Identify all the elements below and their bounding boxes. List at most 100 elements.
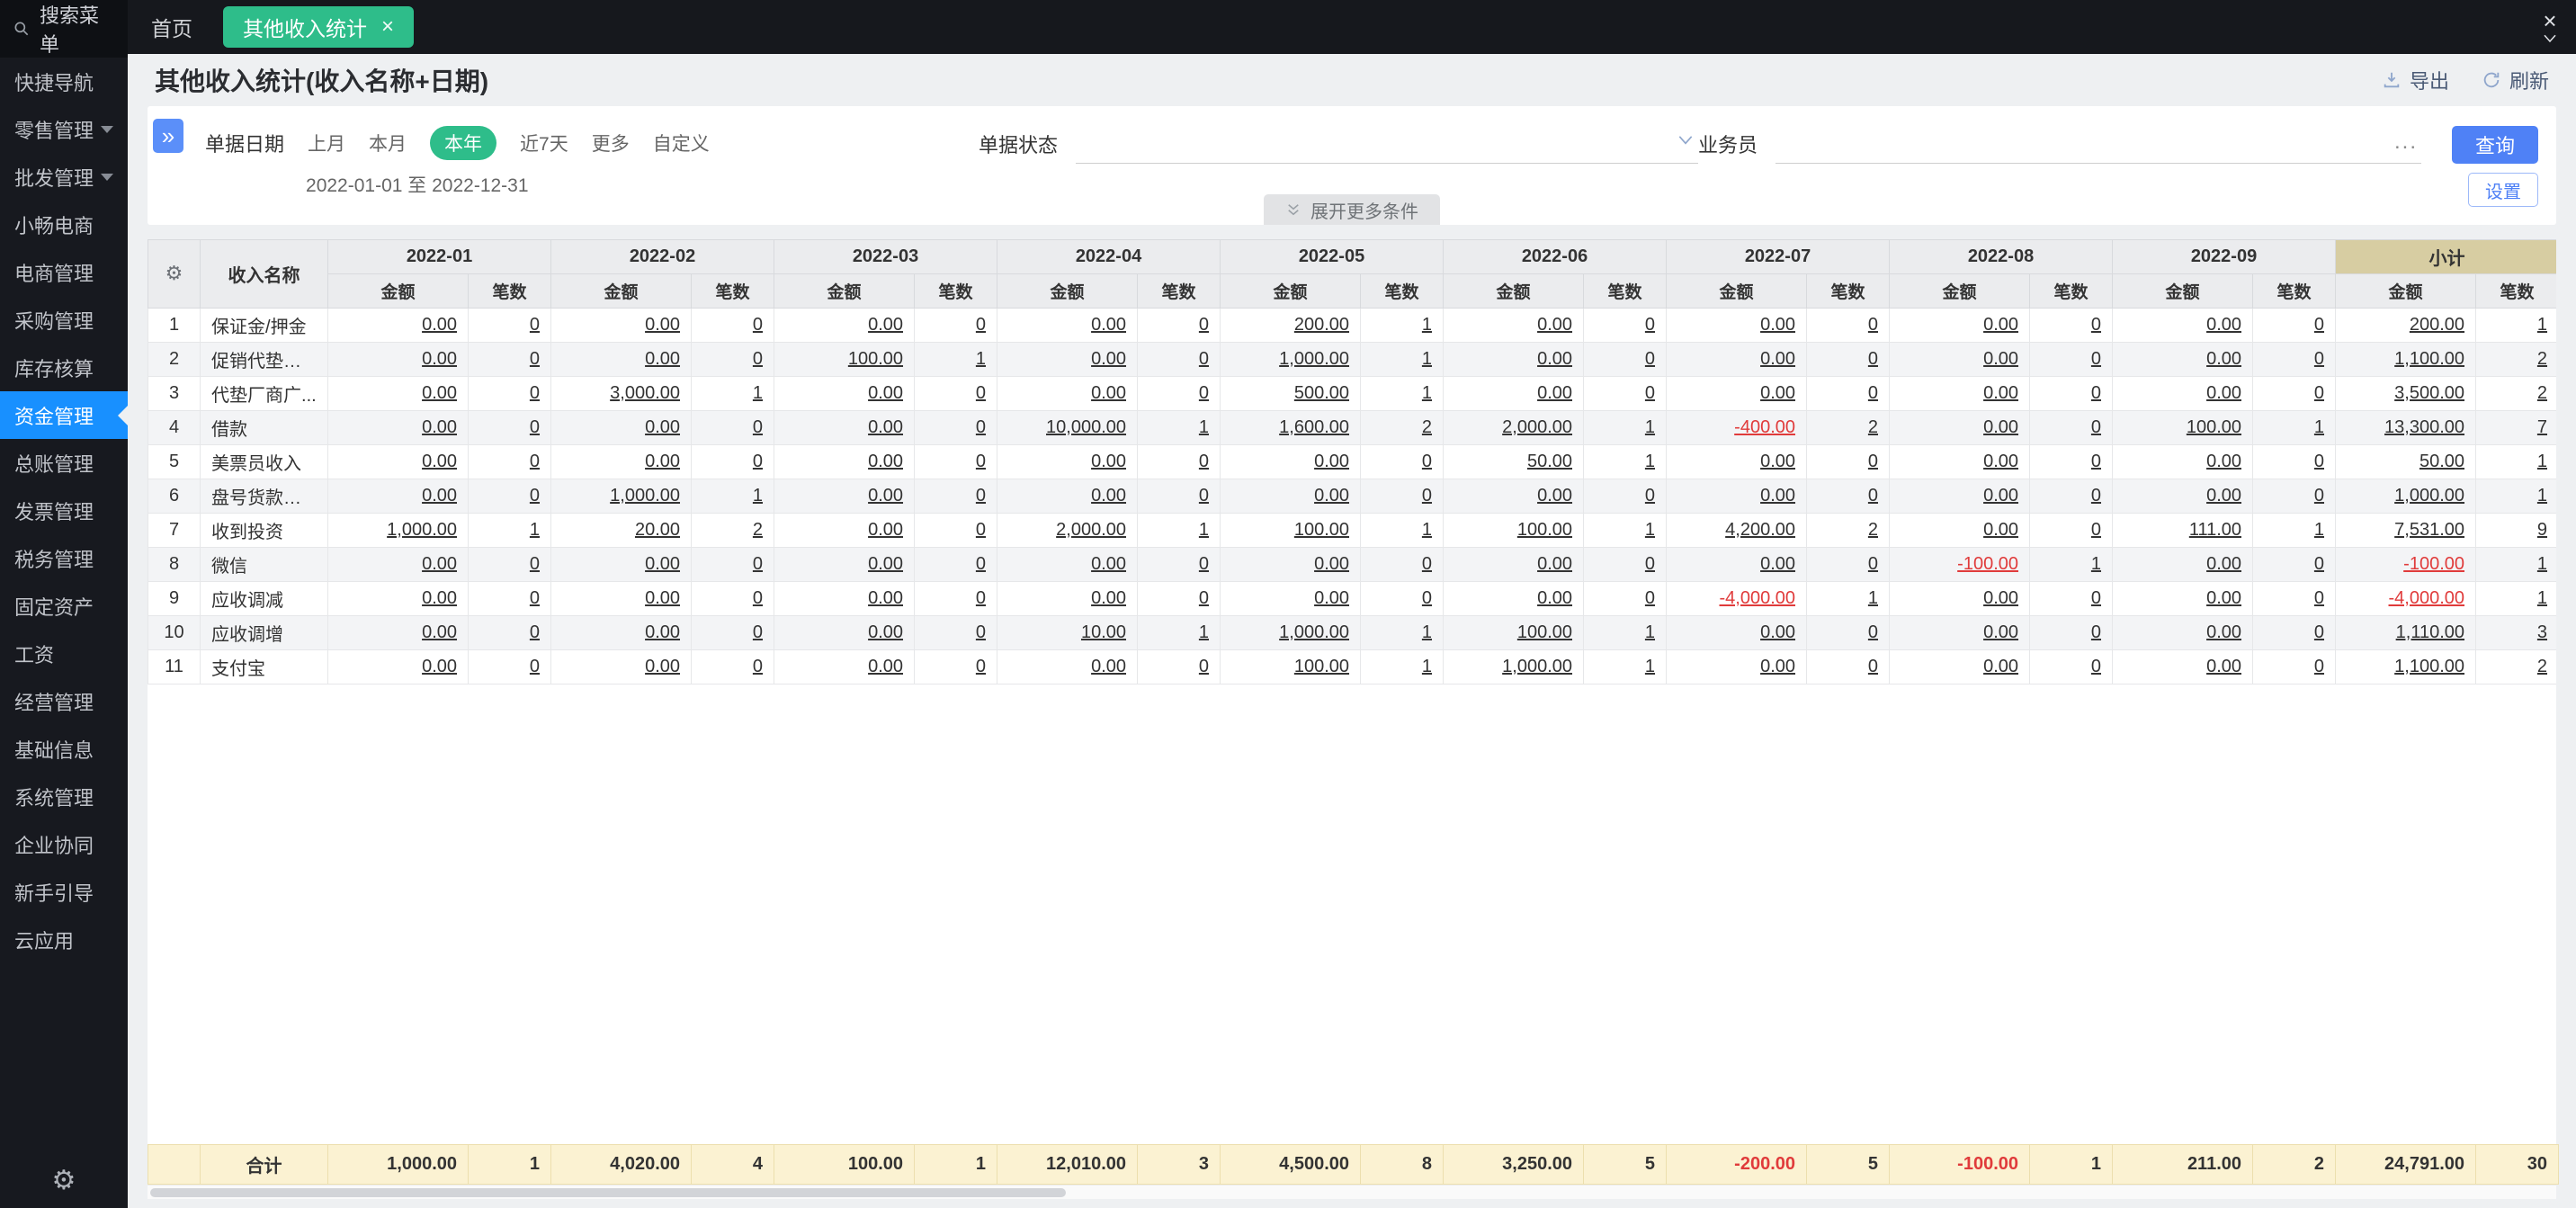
count-link[interactable]: 0 [1644,315,1656,335]
amount-link[interactable]: 0.00 [422,657,458,676]
amount-link[interactable]: 0.00 [645,315,681,335]
count-link[interactable]: 1 [2536,452,2548,471]
amount-link[interactable]: 0.00 [868,520,904,540]
horizontal-scrollbar[interactable] [148,1185,2556,1199]
count-link[interactable]: 0 [1198,588,1210,608]
count-link[interactable]: 0 [1421,486,1433,506]
count-link[interactable]: 0 [752,452,764,471]
amount-link[interactable]: 0.00 [1537,349,1573,369]
amount-link[interactable]: -400.00 [1734,417,1796,437]
count-link[interactable]: 0 [1198,554,1210,574]
sidebar-item-12[interactable]: 固定资产 [0,582,128,630]
count-link[interactable]: 0 [1867,622,1879,642]
count-link[interactable]: 0 [529,622,541,642]
amount-link[interactable]: 0.00 [1983,349,2019,369]
date-quick-option[interactable]: 本月 [369,134,407,155]
count-link[interactable]: 0 [529,417,541,437]
count-link[interactable]: 0 [2090,657,2102,676]
amount-link[interactable]: -100.00 [2403,554,2465,574]
amount-link[interactable]: 0.00 [1760,315,1796,335]
count-link[interactable]: 1 [1421,315,1433,335]
amount-link[interactable]: 100.00 [1293,520,1350,540]
count-link[interactable]: 1 [1644,417,1656,437]
count-link[interactable]: 0 [1198,486,1210,506]
count-link[interactable]: 1 [2536,554,2548,574]
amount-link[interactable]: 1,100.00 [2394,349,2465,369]
amount-link[interactable]: 0.00 [422,315,458,335]
amount-link[interactable]: 0.00 [2206,554,2242,574]
amount-link[interactable]: 0.00 [1091,657,1127,676]
count-link[interactable]: 7 [2536,417,2548,437]
amount-link[interactable]: 0.00 [422,452,458,471]
count-link[interactable]: 0 [975,417,987,437]
amount-link[interactable]: 200.00 [1293,315,1350,335]
ellipsis-picker-icon[interactable]: ... [2393,130,2418,154]
amount-link[interactable]: 0.00 [1314,452,1350,471]
count-link[interactable]: 0 [2090,588,2102,608]
refresh-button[interactable]: 刷新 [2482,66,2549,94]
count-link[interactable]: 0 [975,452,987,471]
amount-link[interactable]: -4,000.00 [2388,588,2465,608]
date-quick-option[interactable]: 自定义 [652,134,710,155]
amount-link[interactable]: 0.00 [422,417,458,437]
close-icon[interactable]: × [2543,7,2557,34]
sidebar-item-3[interactable]: 批发管理 [0,153,128,201]
amount-link[interactable]: 0.00 [1983,417,2019,437]
count-link[interactable]: 0 [1198,315,1210,335]
amount-link[interactable]: 0.00 [1091,588,1127,608]
count-link[interactable]: 0 [529,657,541,676]
filter-collapse-button[interactable]: » [153,119,184,153]
count-link[interactable]: 1 [1421,383,1433,403]
amount-link[interactable]: 1,100.00 [2394,657,2465,676]
amount-link[interactable]: 0.00 [1537,383,1573,403]
count-link[interactable]: 0 [975,315,987,335]
amount-link[interactable]: 0.00 [2206,349,2242,369]
count-link[interactable]: 0 [752,315,764,335]
count-link[interactable]: 1 [2536,315,2548,335]
count-link[interactable]: 0 [529,554,541,574]
count-link[interactable]: 0 [1644,486,1656,506]
amount-link[interactable]: 0.00 [868,452,904,471]
amount-link[interactable]: 1,000.00 [387,520,458,540]
amount-link[interactable]: 10,000.00 [1046,417,1127,437]
count-link[interactable]: 1 [1644,622,1656,642]
amount-link[interactable]: -100.00 [1957,554,2019,574]
amount-link[interactable]: 0.00 [868,657,904,676]
count-link[interactable]: 1 [1421,622,1433,642]
amount-link[interactable]: 0.00 [1760,657,1796,676]
count-link[interactable]: 0 [2313,452,2325,471]
amount-link[interactable]: 0.00 [2206,486,2242,506]
amount-link[interactable]: 0.00 [422,622,458,642]
amount-link[interactable]: 0.00 [1983,588,2019,608]
amount-link[interactable]: 10.00 [1080,622,1127,642]
amount-link[interactable]: 0.00 [1983,520,2019,540]
count-link[interactable]: 0 [752,417,764,437]
count-link[interactable]: 0 [529,349,541,369]
amount-link[interactable]: 0.00 [1760,383,1796,403]
count-link[interactable]: 0 [2090,622,2102,642]
count-link[interactable]: 1 [2536,588,2548,608]
amount-link[interactable]: 0.00 [2206,622,2242,642]
chevron-down-icon[interactable] [2542,32,2558,45]
sidebar-item-7[interactable]: 库存核算 [0,344,128,391]
count-link[interactable]: 0 [975,486,987,506]
amount-link[interactable]: 0.00 [2206,315,2242,335]
sidebar-search[interactable]: 搜索菜单 [0,0,129,58]
count-link[interactable]: 2 [2536,383,2548,403]
count-link[interactable]: 0 [752,657,764,676]
count-link[interactable]: 0 [2090,486,2102,506]
tab-close-icon[interactable]: × [381,14,395,39]
settings-button[interactable]: 设置 [2468,173,2538,207]
count-link[interactable]: 0 [2090,349,2102,369]
count-link[interactable]: 0 [529,383,541,403]
amount-link[interactable]: 0.00 [2206,452,2242,471]
sidebar-item-6[interactable]: 采购管理 [0,296,128,344]
count-link[interactable]: 0 [1644,588,1656,608]
amount-link[interactable]: 0.00 [1760,622,1796,642]
amount-link[interactable]: 0.00 [645,622,681,642]
amount-link[interactable]: 0.00 [868,315,904,335]
count-link[interactable]: 0 [2090,383,2102,403]
count-link[interactable]: 1 [529,520,541,540]
amount-link[interactable]: 0.00 [1983,452,2019,471]
count-link[interactable]: 2 [1867,417,1879,437]
